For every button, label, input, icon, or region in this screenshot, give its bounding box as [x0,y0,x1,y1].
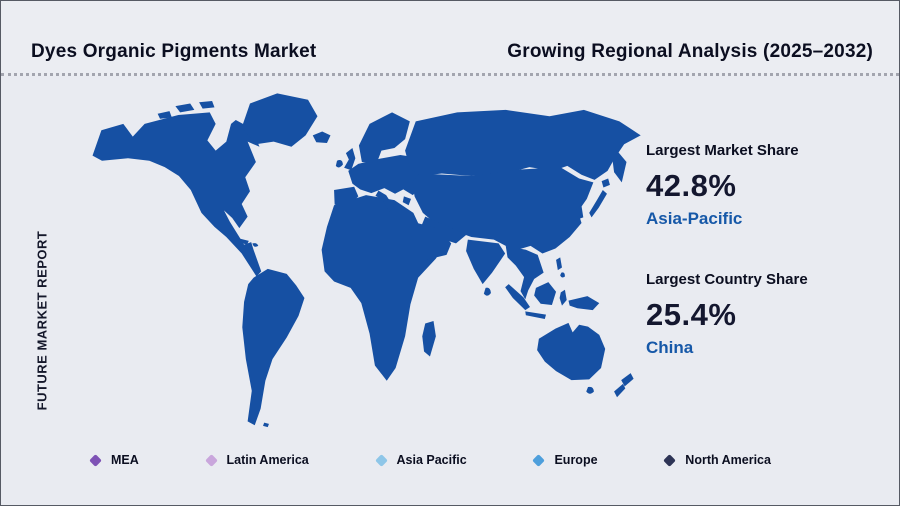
legend-swatch-icon [663,453,677,467]
stat-region: China [646,338,694,357]
legend-item-north-america: North America [663,453,771,467]
map-australia [537,322,606,381]
world-map [57,87,649,443]
stat-label: Largest Market Share [646,142,799,159]
page-title: Dyes Organic Pigments Market [31,41,317,62]
world-map-svg [92,93,641,428]
stat-value: 25.4% [646,297,737,332]
legend-label: MEA [111,453,139,467]
legend-swatch-icon [204,453,218,467]
legend-item-asia-pacific: Asia Pacific [374,453,467,467]
header: Dyes Organic Pigments Market Growing Reg… [1,1,899,76]
stat-market-share: Largest Market Share 42.8% Asia-Pacific [646,142,891,229]
legend-label: Asia Pacific [396,453,467,467]
legend-item-mea: MEA [89,453,139,467]
legend-label: North America [685,453,771,467]
legend-swatch-icon [532,453,546,467]
legend-swatch-icon [374,453,388,467]
map-greenland [241,93,318,147]
map-africa [321,195,441,381]
legend-label: Europe [554,453,598,467]
stat-value: 42.8% [646,168,737,203]
map-south-america [242,268,305,426]
legend-label: Latin America [226,453,309,467]
map-north-america [92,112,262,277]
map-europe [348,155,424,196]
legend-item-europe: Europe [532,453,598,467]
stat-label: Largest Country Share [646,271,808,288]
brand-watermark: FUTURE MARKET REPORT [34,230,50,411]
legend-item-latin-america: Latin America [204,453,309,467]
map-legend: MEA Latin America Asia Pacific Europe No… [89,453,771,467]
stat-region: Asia-Pacific [646,209,743,228]
legend-swatch-icon [89,453,102,467]
map-india [466,239,506,285]
stat-country-share: Largest Country Share 25.4% China [646,271,891,358]
page-subtitle: Growing Regional Analysis (2025–2032) [507,41,873,62]
map-russia [405,109,641,180]
stats-panel: Largest Market Share 42.8% Asia-Pacific … [646,142,891,358]
